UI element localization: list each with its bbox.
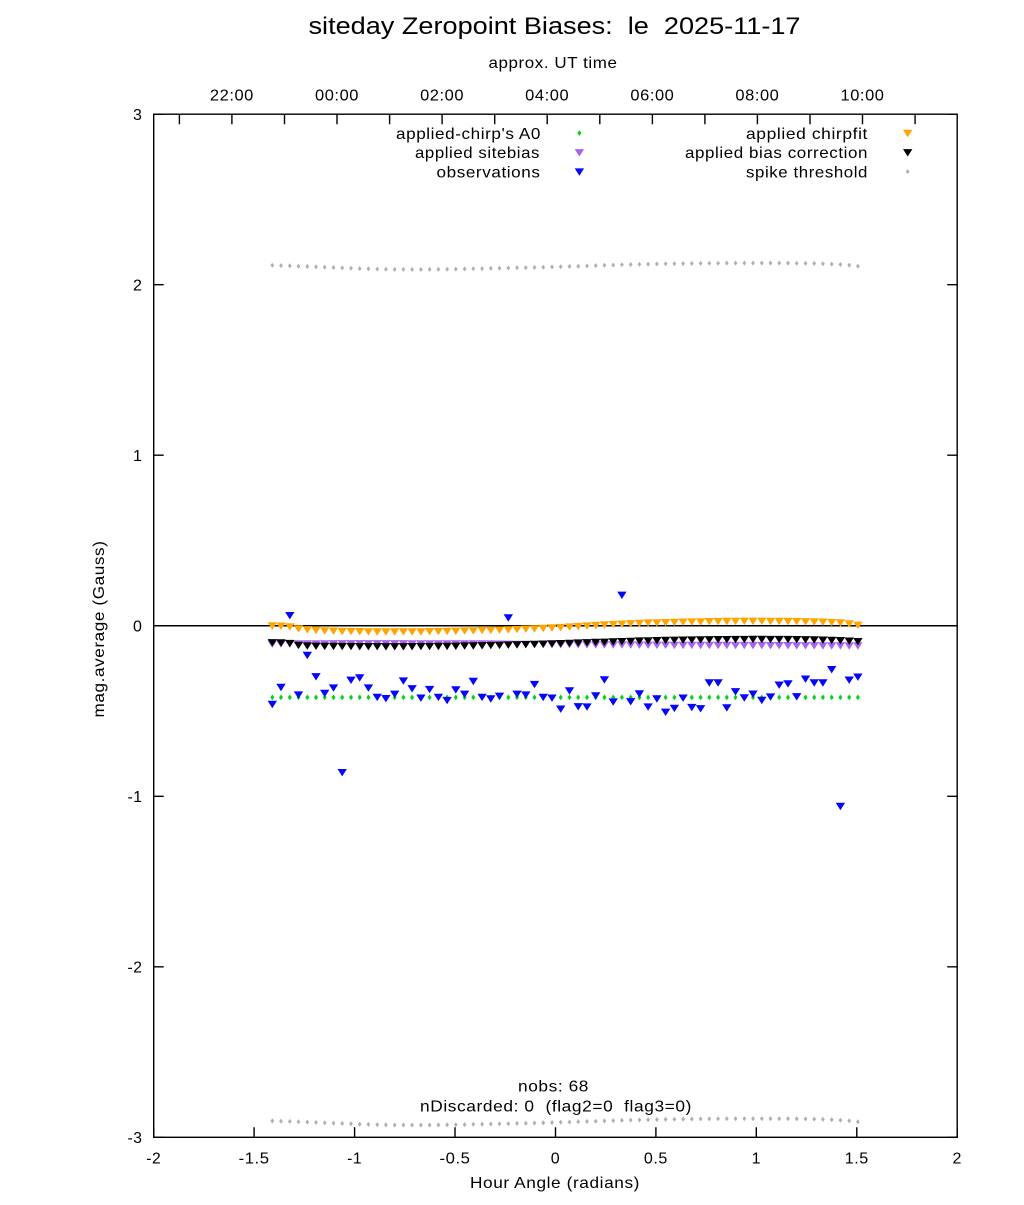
- svg-text:-3: -3: [128, 1130, 143, 1147]
- svg-text:Hour Angle (radians): Hour Angle (radians): [470, 1175, 640, 1192]
- svg-text:1: 1: [752, 1151, 761, 1168]
- svg-text:10:00: 10:00: [841, 88, 885, 105]
- svg-text:0: 0: [133, 619, 142, 636]
- svg-text:siteday Zeropoint Biases: le: siteday Zeropoint Biases: le 2025-11-17: [309, 13, 801, 40]
- svg-text:-1: -1: [128, 789, 143, 806]
- svg-text:06:00: 06:00: [630, 88, 674, 105]
- svg-text:2: 2: [952, 1151, 961, 1168]
- svg-text:22:00: 22:00: [210, 88, 254, 105]
- svg-text:observations: observations: [437, 164, 541, 181]
- svg-text:-2: -2: [128, 960, 143, 977]
- svg-text:-1.5: -1.5: [239, 1151, 270, 1168]
- svg-text:08:00: 08:00: [735, 88, 779, 105]
- svg-text:00:00: 00:00: [315, 88, 359, 105]
- svg-text:04:00: 04:00: [525, 88, 569, 105]
- svg-text:-1: -1: [347, 1151, 362, 1168]
- svg-text:nobs: 68: nobs: 68: [518, 1079, 589, 1096]
- svg-text:02:00: 02:00: [420, 88, 464, 105]
- svg-text:-2: -2: [146, 1151, 161, 1168]
- svg-text:1: 1: [133, 448, 142, 465]
- svg-text:mag.average (Gauss): mag.average (Gauss): [91, 541, 108, 718]
- svg-text:0.5: 0.5: [644, 1151, 668, 1168]
- svg-text:1.5: 1.5: [845, 1151, 869, 1168]
- svg-text:applied bias correction: applied bias correction: [685, 145, 868, 162]
- svg-text:-0.5: -0.5: [440, 1151, 471, 1168]
- svg-text:applied sitebias: applied sitebias: [415, 145, 540, 162]
- svg-text:2: 2: [133, 278, 142, 295]
- svg-text:applied chirpfit: applied chirpfit: [746, 126, 868, 143]
- svg-text:spike threshold: spike threshold: [746, 164, 868, 181]
- svg-text:nDiscarded: 0 (flag2=0 flag3: nDiscarded: 0 (flag2=0 flag3=0): [420, 1099, 692, 1116]
- svg-text:applied-chirp's A0: applied-chirp's A0: [396, 126, 541, 143]
- svg-text:approx. UT time: approx. UT time: [489, 55, 618, 72]
- svg-text:3: 3: [133, 107, 142, 124]
- svg-text:0: 0: [551, 1151, 560, 1168]
